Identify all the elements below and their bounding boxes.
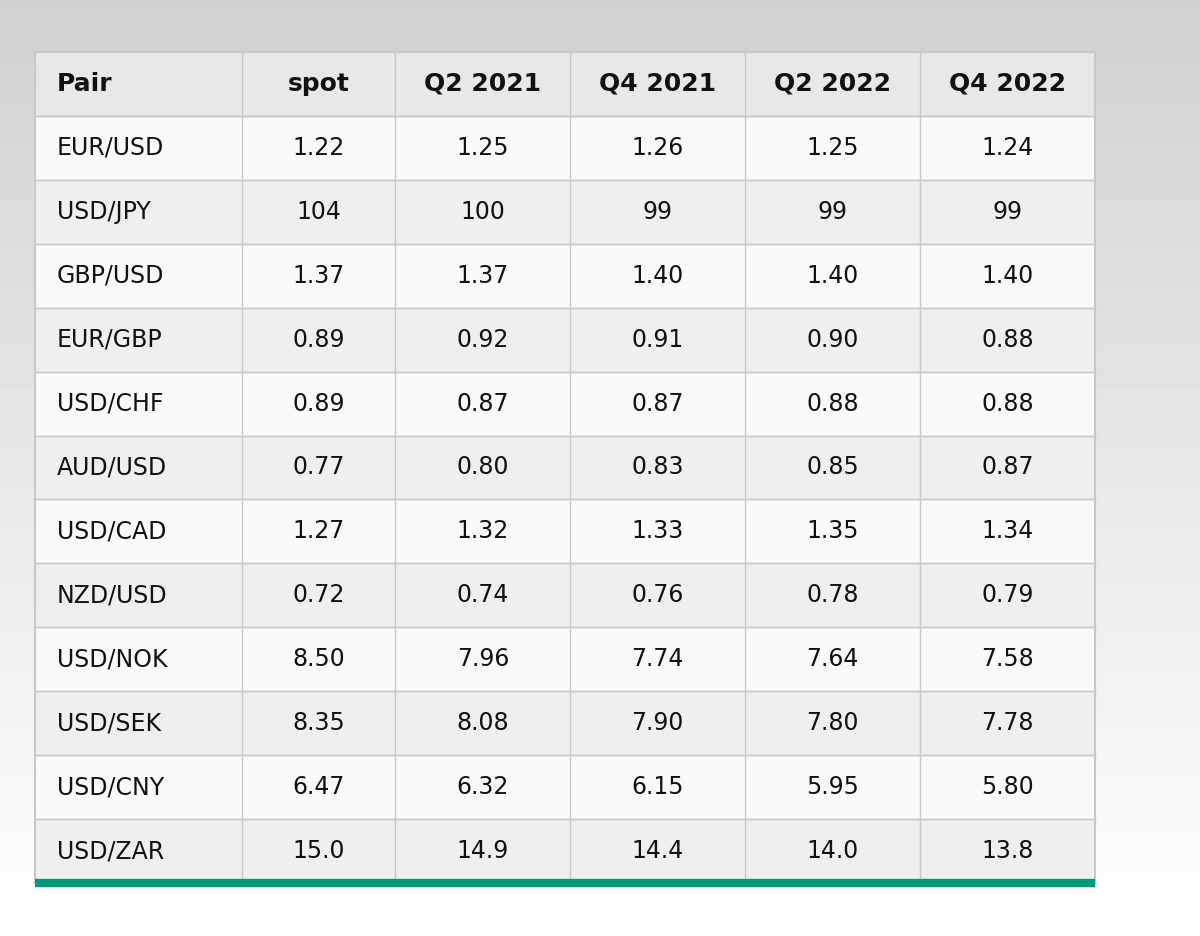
Text: USD/ZAR: USD/ZAR xyxy=(56,839,164,863)
Text: Q2 2021: Q2 2021 xyxy=(425,72,541,96)
Text: 99: 99 xyxy=(992,199,1022,224)
Text: 0.87: 0.87 xyxy=(631,391,684,416)
Text: 1.26: 1.26 xyxy=(631,136,684,160)
Text: 1.34: 1.34 xyxy=(982,519,1033,544)
Text: 7.74: 7.74 xyxy=(631,648,684,671)
Text: Q2 2022: Q2 2022 xyxy=(774,72,892,96)
Text: 0.85: 0.85 xyxy=(806,456,859,479)
Text: 7.78: 7.78 xyxy=(982,711,1034,735)
Text: 14.4: 14.4 xyxy=(631,839,684,863)
Bar xyxy=(35,500,1096,563)
Text: 7.96: 7.96 xyxy=(457,648,509,671)
Text: USD/CNY: USD/CNY xyxy=(56,775,163,799)
Text: USD/CHF: USD/CHF xyxy=(56,391,163,416)
Bar xyxy=(35,372,1096,435)
Text: GBP/USD: GBP/USD xyxy=(56,264,164,287)
Text: USD/SEK: USD/SEK xyxy=(56,711,161,735)
Text: 0.89: 0.89 xyxy=(293,391,344,416)
Text: 0.92: 0.92 xyxy=(457,328,509,352)
Text: 7.80: 7.80 xyxy=(806,711,859,735)
Text: EUR/USD: EUR/USD xyxy=(56,136,164,160)
Text: 0.79: 0.79 xyxy=(982,583,1033,607)
Text: 0.80: 0.80 xyxy=(457,456,509,479)
Text: 1.25: 1.25 xyxy=(806,136,859,160)
Text: 0.78: 0.78 xyxy=(806,583,859,607)
Text: 1.40: 1.40 xyxy=(982,264,1033,287)
Text: USD/CAD: USD/CAD xyxy=(56,519,166,544)
Text: 1.37: 1.37 xyxy=(457,264,509,287)
Text: 8.08: 8.08 xyxy=(456,711,509,735)
Text: 0.91: 0.91 xyxy=(631,328,684,352)
Text: 6.15: 6.15 xyxy=(631,775,684,799)
Text: 0.89: 0.89 xyxy=(293,328,344,352)
Text: 14.0: 14.0 xyxy=(806,839,859,863)
Text: 7.58: 7.58 xyxy=(982,648,1034,671)
Text: 104: 104 xyxy=(296,199,341,224)
Text: 1.32: 1.32 xyxy=(457,519,509,544)
Bar xyxy=(35,627,1096,691)
Text: 0.88: 0.88 xyxy=(982,391,1034,416)
Bar xyxy=(35,435,1096,500)
Text: 0.72: 0.72 xyxy=(293,583,344,607)
Text: 1.25: 1.25 xyxy=(457,136,509,160)
Text: 7.90: 7.90 xyxy=(631,711,684,735)
Bar xyxy=(35,116,1096,180)
Text: 0.83: 0.83 xyxy=(631,456,684,479)
Text: 8.50: 8.50 xyxy=(292,648,344,671)
Text: 1.33: 1.33 xyxy=(631,519,684,544)
Text: Pair: Pair xyxy=(56,72,113,96)
Text: 14.9: 14.9 xyxy=(457,839,509,863)
Text: 1.22: 1.22 xyxy=(293,136,344,160)
Text: 0.77: 0.77 xyxy=(293,456,344,479)
Text: 1.40: 1.40 xyxy=(631,264,684,287)
Text: 0.88: 0.88 xyxy=(806,391,859,416)
Text: 8.35: 8.35 xyxy=(292,711,344,735)
Text: 7.64: 7.64 xyxy=(806,648,859,671)
Text: 99: 99 xyxy=(817,199,847,224)
Text: 13.8: 13.8 xyxy=(982,839,1033,863)
Text: 0.87: 0.87 xyxy=(457,391,509,416)
Text: Q4 2022: Q4 2022 xyxy=(949,72,1066,96)
Text: 6.47: 6.47 xyxy=(293,775,344,799)
Bar xyxy=(35,691,1096,755)
Bar xyxy=(35,52,1096,883)
Text: USD/NOK: USD/NOK xyxy=(56,648,167,671)
Bar xyxy=(35,180,1096,243)
Text: 0.90: 0.90 xyxy=(806,328,859,352)
Text: NZD/USD: NZD/USD xyxy=(56,583,167,607)
Text: Q4 2021: Q4 2021 xyxy=(599,72,716,96)
Text: 99: 99 xyxy=(643,199,673,224)
Text: 0.76: 0.76 xyxy=(631,583,684,607)
Text: 5.95: 5.95 xyxy=(806,775,859,799)
Text: spot: spot xyxy=(288,72,349,96)
Text: 1.24: 1.24 xyxy=(982,136,1033,160)
Bar xyxy=(35,563,1096,627)
Text: 1.40: 1.40 xyxy=(806,264,859,287)
Text: 5.80: 5.80 xyxy=(982,775,1034,799)
Bar xyxy=(35,52,1096,116)
Text: 100: 100 xyxy=(461,199,505,224)
Text: USD/JPY: USD/JPY xyxy=(56,199,150,224)
Text: 6.32: 6.32 xyxy=(457,775,509,799)
Text: EUR/GBP: EUR/GBP xyxy=(56,328,162,352)
Text: 1.35: 1.35 xyxy=(806,519,859,544)
Bar xyxy=(35,755,1096,819)
Text: 1.37: 1.37 xyxy=(293,264,344,287)
Text: 0.87: 0.87 xyxy=(982,456,1034,479)
Text: 15.0: 15.0 xyxy=(293,839,344,863)
Bar xyxy=(35,819,1096,883)
Text: 1.27: 1.27 xyxy=(293,519,344,544)
Text: AUD/USD: AUD/USD xyxy=(56,456,167,479)
Text: 0.74: 0.74 xyxy=(457,583,509,607)
Text: 0.88: 0.88 xyxy=(982,328,1034,352)
Bar xyxy=(35,243,1096,308)
Bar xyxy=(35,308,1096,372)
